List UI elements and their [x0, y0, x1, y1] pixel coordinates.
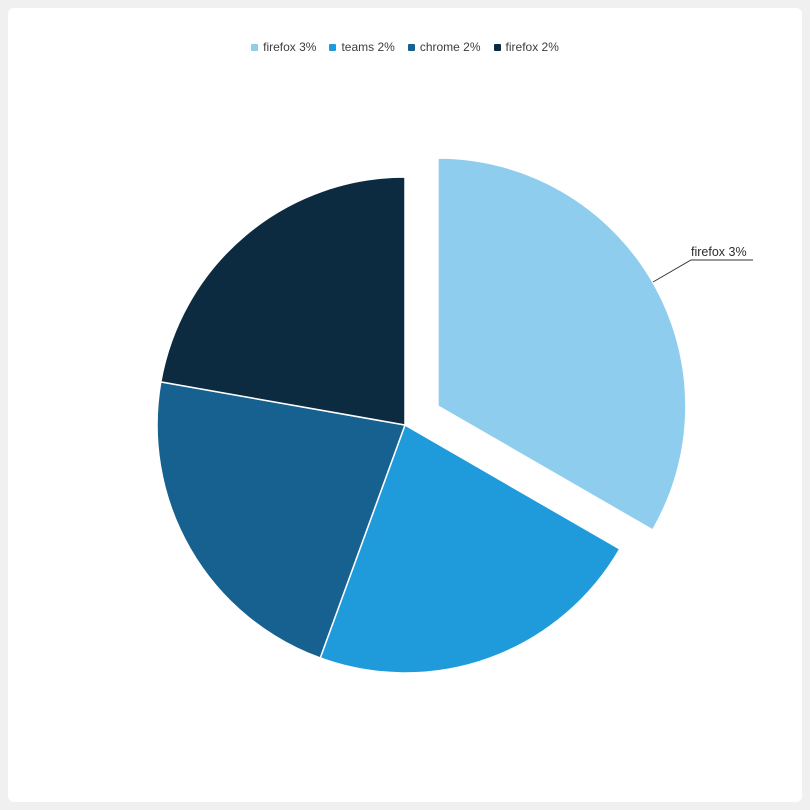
- legend-label: firefox 3%: [263, 40, 317, 54]
- pie-slices-group: [156, 157, 687, 674]
- legend-label: teams 2%: [341, 40, 395, 54]
- legend-item-chrome-2[interactable]: chrome 2%: [407, 40, 481, 54]
- pie-slice-teams-2[interactable]: [319, 424, 621, 674]
- legend-label: firefox 2%: [505, 40, 559, 54]
- legend-swatch-icon: [329, 44, 337, 51]
- legend-item-firefox-2[interactable]: firefox 2%: [493, 40, 559, 54]
- callout-leader-line: [652, 259, 753, 283]
- legend-swatch-icon: [407, 44, 415, 51]
- legend-item-firefox-3[interactable]: firefox 3%: [251, 40, 316, 54]
- legend-swatch-icon: [493, 44, 501, 51]
- legend-item-teams-2[interactable]: teams 2%: [329, 40, 395, 54]
- pie-slice-firefox-2[interactable]: [160, 176, 406, 426]
- pie-slice-firefox-3[interactable]: [437, 157, 687, 531]
- chart-legend: firefox 3% teams 2% chrome 2% firefox 2%: [0, 40, 810, 54]
- callout: firefox 3%: [652, 245, 753, 283]
- legend-label: chrome 2%: [419, 40, 481, 54]
- pie-slice-chrome-2[interactable]: [156, 381, 406, 659]
- callout-label: firefox 3%: [691, 245, 747, 259]
- legend-swatch-icon: [251, 44, 259, 51]
